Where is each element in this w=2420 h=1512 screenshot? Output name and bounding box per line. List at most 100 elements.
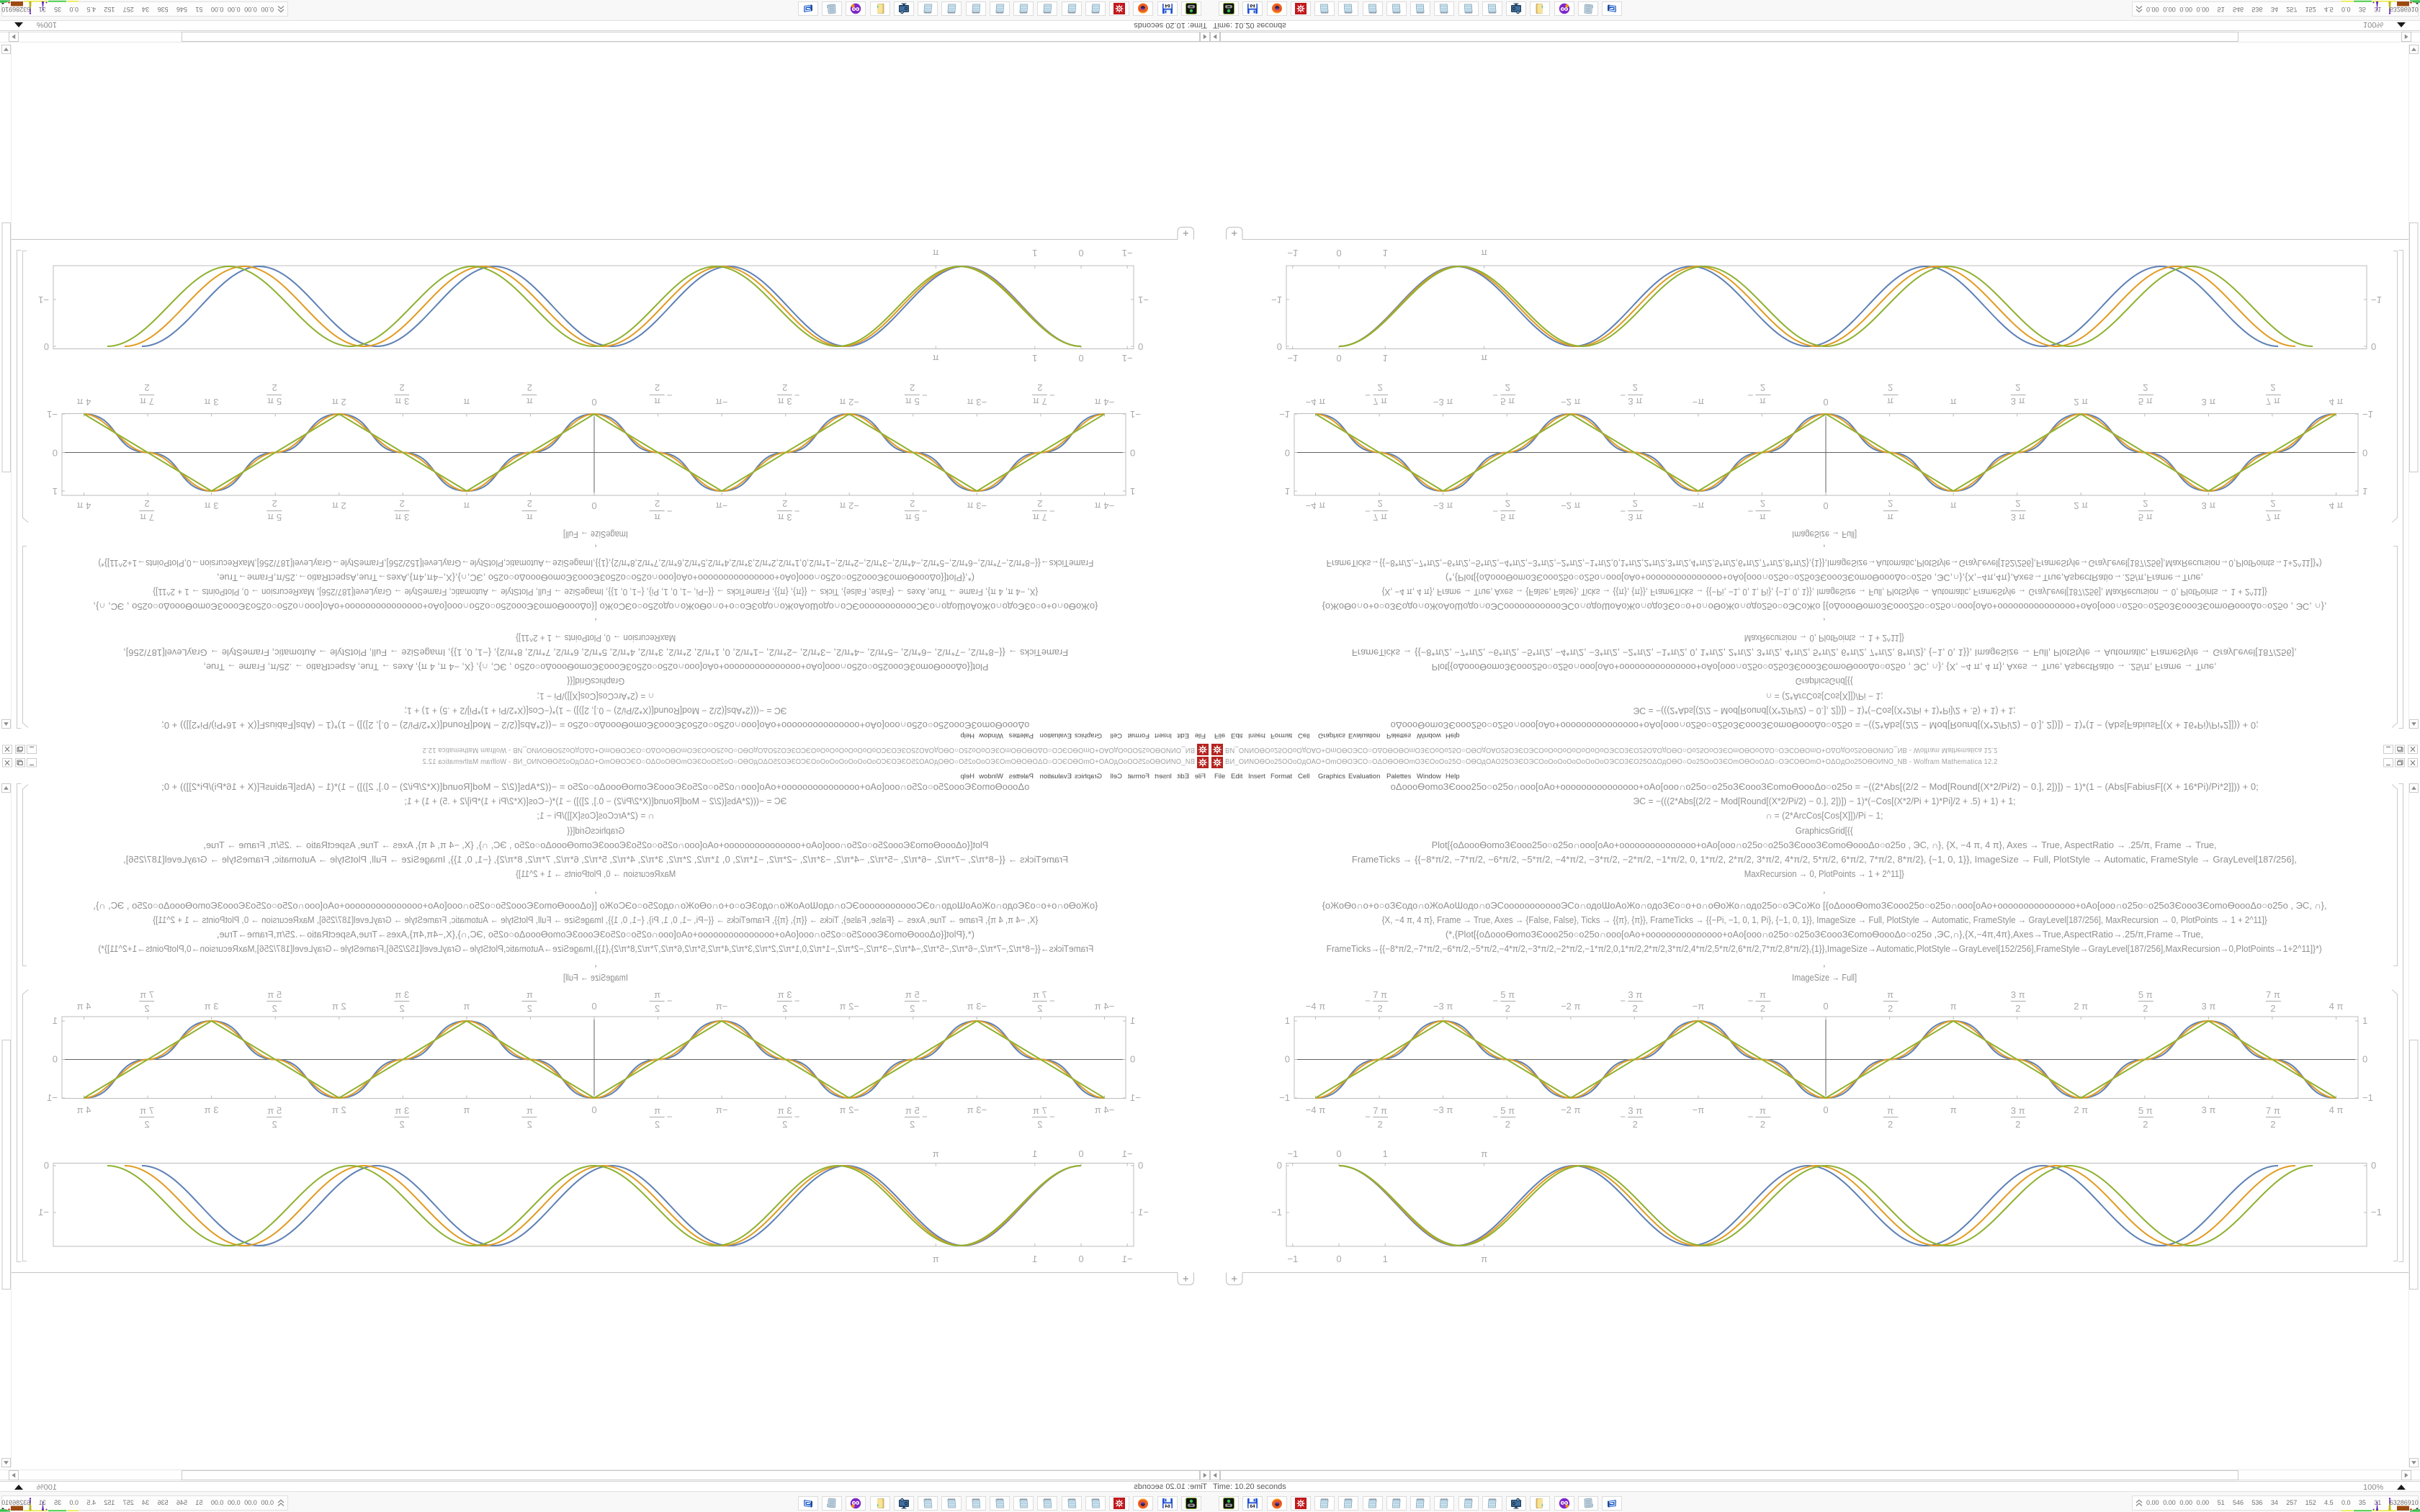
svg-text:π: π [1950, 1001, 1957, 1012]
svg-text:2: 2 [2270, 1119, 2275, 1130]
svg-text:2: 2 [400, 1003, 405, 1014]
svg-text:2: 2 [2270, 382, 2275, 393]
svg-text:2: 2 [1633, 1119, 1638, 1130]
svg-text:π: π [463, 397, 470, 408]
svg-text:π: π [1950, 1104, 1957, 1115]
svg-text:64: 64 [1250, 3, 1256, 8]
svg-text:−3 π: −3 π [1433, 397, 1453, 408]
svg-text:3 π: 3 π [205, 397, 219, 408]
svg-text:5 π: 5 π [267, 512, 282, 523]
svg-text:1: 1 [1130, 1015, 1135, 1026]
svg-text:−3 π: −3 π [967, 1104, 987, 1115]
svg-text:2: 2 [1037, 1119, 1042, 1130]
svg-text:2: 2 [1037, 382, 1042, 393]
svg-text:7 π: 7 π [1373, 396, 1387, 407]
svg-text:−1: −1 [1130, 1092, 1141, 1103]
svg-text:2: 2 [910, 498, 915, 509]
svg-text:3 π: 3 π [778, 989, 792, 1000]
svg-text:4 π: 4 π [77, 1104, 91, 1115]
svg-text:−: − [922, 1112, 928, 1122]
svg-text:3 π: 3 π [2011, 1105, 2025, 1116]
svg-text:2: 2 [144, 1003, 149, 1014]
svg-text:π: π [526, 512, 533, 523]
svg-text:5 π: 5 π [2138, 989, 2153, 1000]
svg-text:0: 0 [591, 1001, 596, 1012]
svg-text:2: 2 [1037, 1003, 1042, 1014]
svg-text:5 π: 5 π [905, 1105, 920, 1116]
svg-text:1: 1 [53, 1015, 58, 1026]
svg-text:2 π: 2 π [2074, 1104, 2088, 1115]
svg-text:0: 0 [1823, 1001, 1828, 1012]
svg-text:0: 0 [1336, 1148, 1341, 1159]
svg-text:2: 2 [1760, 382, 1765, 393]
svg-text:5 π: 5 π [2138, 396, 2153, 407]
svg-text:π: π [654, 396, 660, 407]
svg-text:3 π: 3 π [205, 500, 219, 511]
svg-text:0: 0 [1078, 1254, 1083, 1264]
svg-text:5 π: 5 π [905, 512, 920, 523]
svg-text:4 π: 4 π [77, 397, 91, 408]
svg-text:0: 0 [1277, 341, 1282, 352]
svg-text:−: − [1748, 1112, 1754, 1122]
svg-text:π: π [933, 248, 939, 258]
svg-text:2: 2 [2143, 1003, 2148, 1014]
svg-text:0: 0 [1823, 1104, 1828, 1115]
svg-text:−1: −1 [1138, 294, 1149, 305]
svg-text:−: − [667, 996, 673, 1007]
svg-text:3 π: 3 π [1628, 1105, 1642, 1116]
svg-text:0: 0 [1130, 1054, 1135, 1065]
svg-text:0: 0 [2362, 1054, 2367, 1065]
svg-text:−1: −1 [1122, 353, 1133, 364]
svg-text:2: 2 [910, 1003, 915, 1014]
svg-text:5 π: 5 π [267, 396, 282, 407]
svg-text:2: 2 [1377, 1003, 1382, 1014]
svg-text:2: 2 [2270, 498, 2275, 509]
svg-text:−3 π: −3 π [1433, 500, 1453, 511]
svg-text:0: 0 [1138, 1160, 1143, 1171]
svg-text:−2 π: −2 π [839, 500, 859, 511]
svg-text:3 π: 3 π [2201, 1104, 2215, 1115]
svg-text:−: − [667, 1112, 673, 1122]
svg-text:−: − [794, 506, 800, 517]
svg-text:2 π: 2 π [332, 1001, 346, 1012]
svg-text:0: 0 [1277, 1160, 1282, 1171]
svg-text:2 π: 2 π [2074, 397, 2088, 408]
svg-text:−: − [1621, 996, 1626, 1007]
svg-text:0: 0 [1130, 448, 1135, 459]
svg-text:7 π: 7 π [140, 512, 154, 523]
svg-text:7 π: 7 π [1033, 1105, 1047, 1116]
svg-text:−4 π: −4 π [1306, 1001, 1325, 1012]
svg-text:π: π [1887, 396, 1894, 407]
svg-text:3 π: 3 π [2201, 500, 2215, 511]
svg-text:7 π: 7 π [1033, 989, 1047, 1000]
svg-text:1: 1 [1285, 486, 1290, 497]
svg-text:4 π: 4 π [77, 500, 91, 511]
svg-text:2: 2 [1505, 1119, 1510, 1130]
svg-text:−4 π: −4 π [1306, 397, 1325, 408]
svg-text:−π: −π [716, 397, 728, 408]
svg-text:2: 2 [1505, 1003, 1510, 1014]
svg-text:5 π: 5 π [1500, 396, 1515, 407]
svg-text:1: 1 [1032, 1148, 1037, 1159]
svg-text:−2 π: −2 π [1561, 500, 1580, 511]
svg-text:0: 0 [1336, 1254, 1341, 1264]
svg-text:−: − [1621, 390, 1626, 401]
svg-text:2: 2 [655, 498, 660, 509]
svg-text:3 π: 3 π [395, 1105, 409, 1116]
svg-text:−: − [1049, 506, 1055, 517]
svg-text:−: − [1365, 996, 1371, 1007]
svg-text:−π: −π [716, 500, 728, 511]
svg-text:0: 0 [2371, 1160, 2376, 1171]
svg-text:π: π [1481, 353, 1487, 364]
svg-text:2: 2 [1633, 382, 1638, 393]
svg-text:2 π: 2 π [332, 1104, 346, 1115]
svg-text:0: 0 [44, 341, 49, 352]
svg-text:−1: −1 [1287, 248, 1298, 258]
svg-text:0: 0 [591, 500, 596, 511]
svg-text:−: − [667, 390, 673, 401]
svg-text:1: 1 [1032, 248, 1037, 258]
svg-text:3 π: 3 π [2011, 396, 2025, 407]
svg-text:7 π: 7 π [2266, 989, 2280, 1000]
svg-text:3 π: 3 π [395, 512, 409, 523]
svg-text:2: 2 [655, 1003, 660, 1014]
